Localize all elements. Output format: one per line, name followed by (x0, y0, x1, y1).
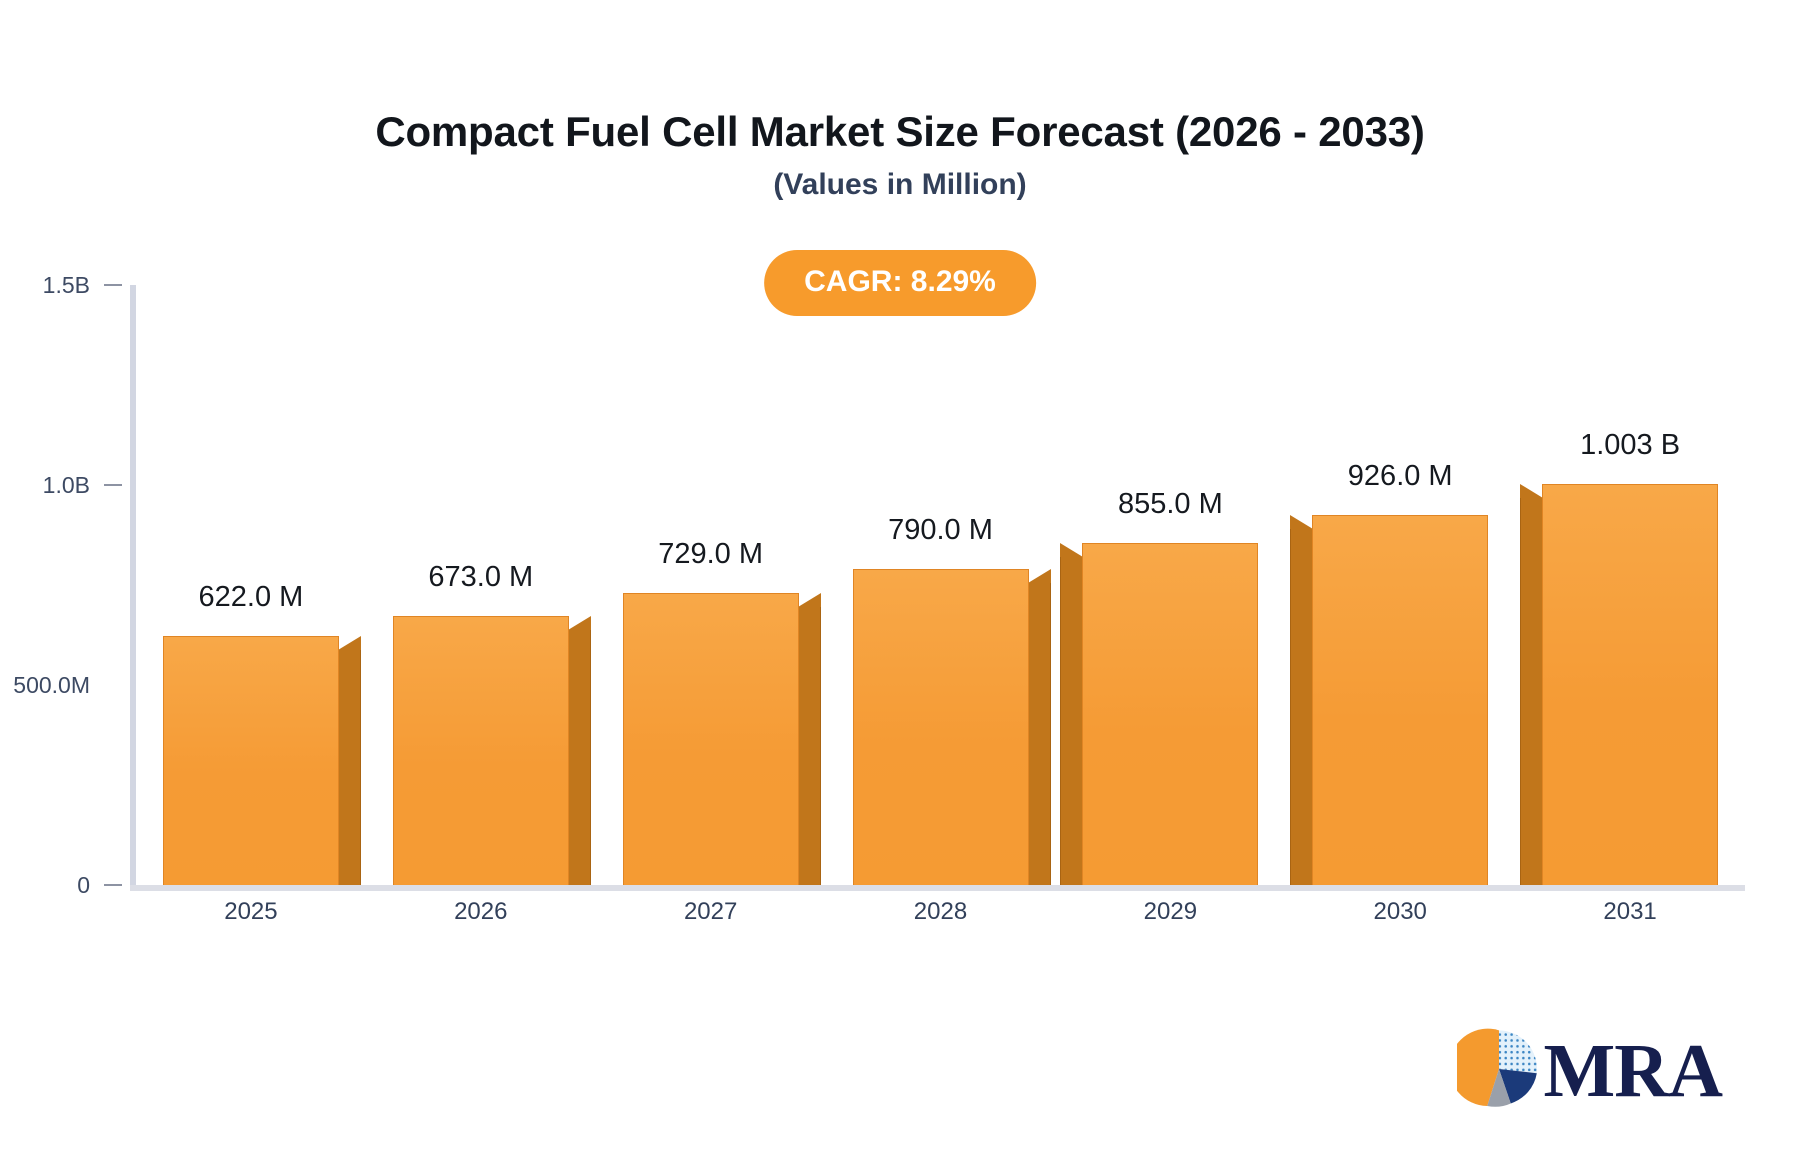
logo-wordmark: MRA (1543, 1028, 1723, 1113)
y-axis-line (130, 285, 136, 890)
bar-front-face (622, 593, 799, 885)
bar-value-label: 729.0 M (658, 538, 764, 571)
bar-depth-face (1290, 514, 1314, 885)
y-axis-tick-label: 500.0M (13, 671, 90, 698)
brand-logo: MRA (1449, 1027, 1723, 1116)
bar-depth-face (1060, 543, 1084, 885)
bar-column[interactable]: 790.0 M (852, 285, 1051, 885)
bar-front-face (162, 636, 339, 885)
bar-depth-face (337, 636, 361, 885)
bar-front-face (852, 569, 1029, 885)
bar[interactable] (852, 569, 1051, 885)
bar-front-face (1312, 514, 1489, 885)
y-axis-tick-label: 0 (77, 871, 90, 898)
bar-depth-face (1520, 483, 1544, 885)
bar[interactable] (162, 636, 361, 885)
bar-value-label: 673.0 M (428, 560, 534, 593)
bar-value-label: 926.0 M (1347, 459, 1453, 492)
bar-depth-face (1027, 569, 1051, 885)
chart-subtitle: (Values in Million) (773, 168, 1027, 201)
page-title: Compact Fuel Cell Market Size Forecast (… (375, 108, 1425, 155)
bar-value-label: 855.0 M (1117, 488, 1223, 520)
bar-value-label: 790.0 M (888, 514, 993, 546)
bar-column[interactable]: 855.0 M (1060, 285, 1259, 885)
x-axis-label: 2027 (683, 898, 738, 925)
bar-column[interactable]: 622.0 M (162, 285, 361, 885)
bar[interactable] (1520, 483, 1719, 885)
y-axis-tick-mark (104, 484, 122, 486)
y-axis-tick-mark (104, 284, 122, 286)
bar-depth-face (567, 615, 591, 885)
bar-front-face (1082, 543, 1259, 885)
cagr-badge: CAGR: 8.29% (764, 250, 1036, 316)
x-axis-labels: 2025 2026 2027 2028 2029 2030 2031 (136, 898, 1745, 938)
bar-column[interactable]: 926.0 M (1290, 285, 1489, 885)
x-axis-label: 2026 (454, 898, 508, 925)
bar-value-label: 1.003 B (1580, 428, 1681, 461)
x-axis-label: 2028 (913, 898, 968, 925)
bar-series: 622.0 M 673.0 M 729.0 M 790.0 M 855.0 M 926.0… (136, 285, 1745, 885)
bar-column[interactable]: 729.0 M (622, 285, 821, 885)
pie-chart-icon (1449, 1027, 1541, 1116)
y-axis-tick-label: 1.0B (42, 471, 90, 498)
bar-column[interactable]: 673.0 M (392, 285, 591, 885)
bar-column[interactable]: 1.003 B (1520, 285, 1719, 885)
bar-front-face (392, 615, 569, 885)
x-axis-label: 2029 (1143, 898, 1198, 925)
bar-value-label: 622.0 M (198, 581, 304, 614)
bar[interactable] (392, 615, 591, 885)
bar[interactable] (1290, 514, 1489, 885)
plot-area: 1.5B 1.0B 500.0M 0 622.0 M 673.0 M 729.0 M 790… (13, 272, 1745, 898)
bar-front-face (1542, 483, 1719, 885)
bar[interactable] (622, 593, 821, 885)
x-axis-label: 2031 (1603, 898, 1657, 925)
bar-depth-face (797, 593, 821, 885)
x-axis-label: 2025 (224, 898, 278, 925)
x-axis-label: 2030 (1373, 898, 1427, 925)
bar[interactable] (1060, 543, 1259, 885)
y-axis-tick-label: 1.5B (42, 271, 90, 298)
y-axis-tick-mark (104, 884, 122, 886)
x-axis-baseline (130, 885, 1745, 891)
